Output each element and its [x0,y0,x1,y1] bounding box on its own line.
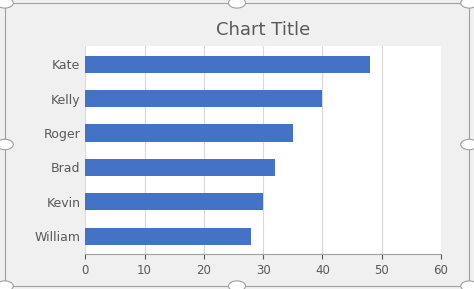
Bar [85,90,322,107]
Bar [85,125,292,142]
Bar [85,159,275,176]
Bar [85,228,251,245]
Title: Chart Title: Chart Title [216,21,310,39]
Bar [85,193,263,210]
Bar [85,56,370,73]
